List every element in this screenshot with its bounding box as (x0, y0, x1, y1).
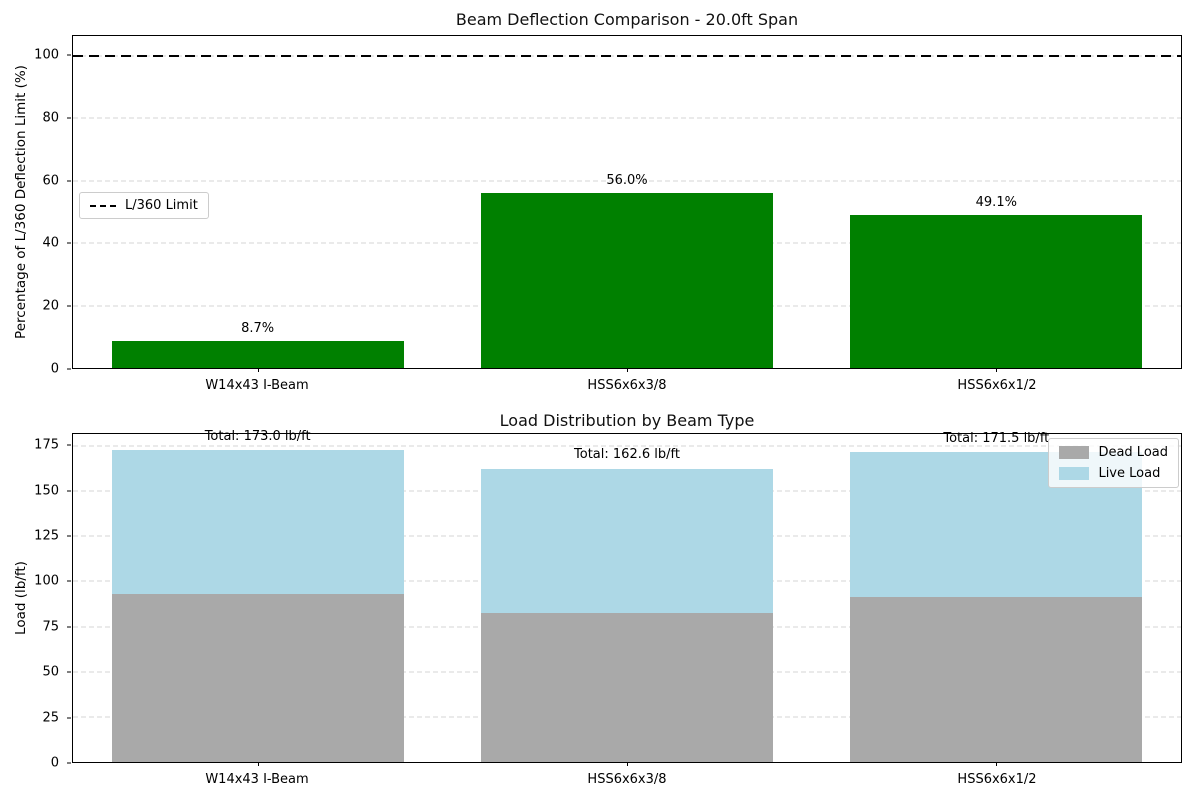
dead-load-bar-hss6x6x38 (481, 612, 773, 762)
x-tick-mark (257, 368, 259, 372)
y-tick-mark (67, 242, 71, 244)
y-tick-label: 75 (42, 619, 59, 635)
y-tick-mark (67, 535, 71, 537)
y-tick-label: 100 (34, 573, 59, 589)
x-tick-mark (626, 762, 628, 766)
deflection-slot-w14x43: 8.7% (73, 36, 442, 372)
y-tick-mark (67, 305, 71, 307)
deflection-x-tick-labels: W14x43 I-Beam HSS6x6x3/8 HSS6x6x1/2 (72, 378, 1182, 393)
total-load-label: Total: 162.6 lb/ft (574, 447, 680, 463)
y-tick-mark (67, 580, 71, 582)
load-y-ticks: 0 25 50 75 100 125 150 175 (0, 433, 72, 770)
live-load-bar-hss6x6x38 (481, 468, 773, 613)
load-legend: Dead Load Live Load (1048, 438, 1179, 488)
gridline (73, 180, 1181, 182)
y-tick-mark (67, 54, 71, 56)
y-tick-label: 60 (42, 173, 59, 189)
deflection-bar-w14x43: 8.7% (111, 321, 404, 368)
y-tick-label: 125 (34, 528, 59, 544)
dead-load-bar-hss6x6x12 (850, 596, 1143, 762)
x-tick-mark (626, 368, 628, 372)
x-tick-mark (996, 368, 998, 372)
deflection-value-label: 49.1% (975, 194, 1017, 210)
load-x-tick-labels: W14x43 I-Beam HSS6x6x3/8 HSS6x6x1/2 (72, 772, 1182, 787)
load-chart-title: Load Distribution by Beam Type (499, 411, 755, 430)
y-tick-mark (67, 490, 71, 492)
deflection-chart-title: Beam Deflection Comparison - 20.0ft Span (455, 10, 799, 29)
x-tick-label: W14x43 I-Beam (205, 772, 309, 787)
load-slot-hss6x6x38: Total: 162.6 lb/ft (442, 434, 811, 766)
deflection-value-label: 56.0% (606, 173, 648, 189)
x-tick-label: HSS6x6x3/8 (587, 772, 667, 787)
y-tick-label: 20 (42, 298, 59, 314)
y-tick-mark (67, 117, 71, 119)
load-slot-w14x43: Total: 173.0 lb/ft (73, 429, 442, 766)
load-plot-area: Total: 173.0 lb/ft Total: 162.6 lb/ft To… (72, 429, 1182, 766)
deflection-value-label: 8.7% (241, 320, 275, 336)
dashed-line-sample-icon (90, 204, 116, 207)
y-tick-label: 150 (34, 483, 59, 499)
x-tick-label: HSS6x6x3/8 (587, 378, 667, 393)
y-tick-mark (67, 717, 71, 719)
x-tick-mark (996, 762, 998, 766)
limit-legend-label: L/360 Limit (125, 198, 198, 213)
deflection-plot-area: 8.7% 56.0% 49.1% L/360 Limit (72, 35, 1182, 372)
dead-load-swatch-icon (1059, 446, 1090, 459)
y-tick-label: 40 (42, 235, 59, 251)
deflection-slot-hss6x6x12: 49.1% (812, 36, 1181, 372)
live-load-bar-w14x43 (111, 449, 404, 595)
load-slot-hss6x6x12: Total: 171.5 lb/ft (812, 431, 1181, 766)
y-tick-label: 80 (42, 110, 59, 126)
gridline (73, 445, 1181, 447)
legend-entry-dead-load: Dead Load (1059, 445, 1168, 460)
x-tick-mark (257, 762, 259, 766)
x-tick-label: W14x43 I-Beam (205, 378, 309, 393)
y-tick-mark (67, 671, 71, 673)
deflection-bar-hss6x6x38: 56.0% (481, 173, 773, 368)
y-tick-label: 25 (42, 710, 59, 726)
x-tick-label: HSS6x6x1/2 (957, 378, 1037, 393)
legend-label: Live Load (1098, 466, 1161, 481)
y-tick-mark (67, 762, 71, 764)
dead-load-bar-w14x43 (111, 594, 404, 762)
y-tick-mark (67, 444, 71, 446)
y-tick-mark (67, 180, 71, 182)
y-tick-label: 0 (50, 361, 59, 377)
legend-entry-live-load: Live Load (1059, 466, 1168, 481)
gridline (73, 117, 1181, 119)
x-tick-label: HSS6x6x1/2 (957, 772, 1037, 787)
deflection-slot-hss6x6x38: 56.0% (442, 36, 811, 372)
total-load-label: Total: 173.0 lb/ft (204, 428, 311, 444)
deflection-legend: L/360 Limit (79, 192, 209, 219)
y-tick-label: 50 (42, 664, 59, 680)
l360-limit-line (73, 54, 1181, 57)
y-tick-mark (67, 626, 71, 628)
live-load-swatch-icon (1059, 467, 1090, 480)
deflection-y-ticks: 0 20 40 60 80 100 (0, 35, 72, 376)
y-tick-mark (67, 368, 71, 370)
y-tick-label: 175 (34, 437, 59, 453)
y-tick-label: 100 (34, 47, 59, 63)
deflection-bar-hss6x6x12: 49.1% (850, 195, 1143, 368)
y-tick-label: 0 (50, 755, 59, 771)
legend-label: Dead Load (1098, 445, 1168, 460)
total-load-label: Total: 171.5 lb/ft (943, 431, 1050, 447)
